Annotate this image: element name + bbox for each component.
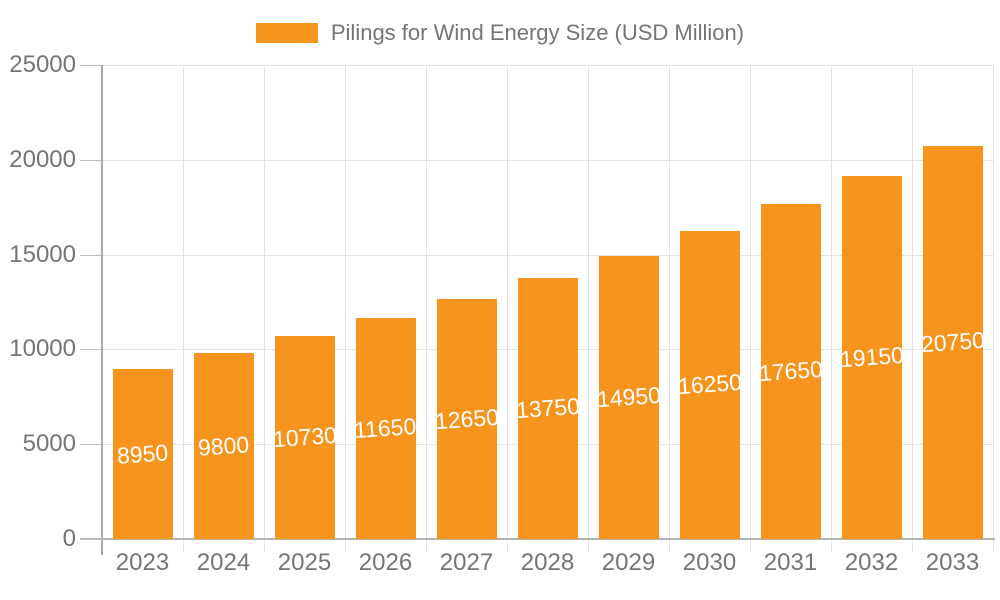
x-gridline	[182, 65, 184, 552]
y-tick	[80, 349, 101, 351]
bar-value-label: 10730	[271, 421, 338, 452]
y-tick	[80, 539, 101, 540]
x-tick-label: 2030	[682, 549, 737, 576]
x-gridline	[506, 65, 508, 552]
bar: 20750	[919, 145, 986, 539]
x-gridline	[749, 65, 751, 552]
x-gridline	[992, 65, 994, 552]
y-tick	[80, 159, 101, 161]
legend: Pilings for Wind Energy Size (USD Millio…	[0, 20, 1000, 46]
x-tick-label: 2028	[520, 549, 575, 576]
bar-value-label: 20750	[919, 326, 986, 357]
y-gridline	[102, 254, 993, 256]
y-gridline	[102, 159, 993, 161]
bar-value-label: 16250	[676, 369, 743, 400]
x-tick-label: 2029	[601, 549, 656, 576]
y-tick-label: 15000	[9, 240, 76, 268]
bar: 9800	[193, 353, 254, 539]
x-tick-label: 2032	[844, 549, 899, 576]
bar-value-label: 14950	[595, 381, 662, 412]
bar: 11650	[353, 318, 418, 539]
bar-value-label: 13750	[514, 392, 581, 424]
x-gridline	[668, 65, 670, 552]
x-axis-line	[80, 538, 995, 540]
bar-value-label: 12650	[433, 403, 500, 434]
bar: 8950	[112, 369, 173, 539]
y-tick	[80, 444, 101, 446]
y-tick-label: 10000	[9, 335, 76, 363]
bar-value-label: 11650	[353, 412, 418, 444]
x-tick-label: 2025	[277, 549, 332, 576]
x-tick-label: 2031	[763, 549, 818, 576]
x-tick-label: 2023	[115, 549, 170, 576]
x-gridline	[344, 65, 346, 552]
bar: 19150	[838, 175, 905, 539]
bar-value-label: 8950	[116, 438, 169, 469]
x-gridline	[911, 65, 913, 552]
bar: 16250	[676, 230, 743, 539]
y-tick	[80, 65, 101, 66]
x-tick-label: 2033	[925, 549, 980, 576]
legend-label: Pilings for Wind Energy Size (USD Millio…	[330, 20, 745, 45]
bar: 17650	[757, 204, 824, 539]
x-gridline	[830, 65, 832, 552]
bar: 10730	[271, 335, 338, 539]
y-tick-label: 25000	[9, 51, 76, 78]
y-tick-label: 5000	[22, 430, 76, 458]
x-gridline	[587, 65, 589, 552]
x-tick-label: 2026	[358, 549, 413, 576]
x-tick-label: 2027	[439, 549, 494, 576]
bar-value-label: 9800	[197, 430, 250, 461]
x-gridline	[263, 65, 265, 552]
y-axis-line	[101, 65, 103, 555]
legend-swatch	[255, 23, 318, 43]
y-gridline	[102, 65, 993, 66]
x-gridline	[425, 65, 427, 552]
x-tick-label: 2024	[196, 549, 251, 576]
y-tick	[80, 254, 101, 256]
bar-value-label: 19150	[838, 341, 905, 373]
y-tick-label: 0	[62, 525, 76, 552]
bar-value-label: 17650	[757, 355, 824, 387]
plot-area: 8950 9800 10730 11650 12650 13750 14950 16250 17…	[80, 65, 995, 555]
y-tick-label: 20000	[9, 145, 76, 173]
bar: 13750	[514, 278, 581, 539]
bar: 14950	[595, 255, 662, 539]
bar: 12650	[433, 299, 500, 539]
